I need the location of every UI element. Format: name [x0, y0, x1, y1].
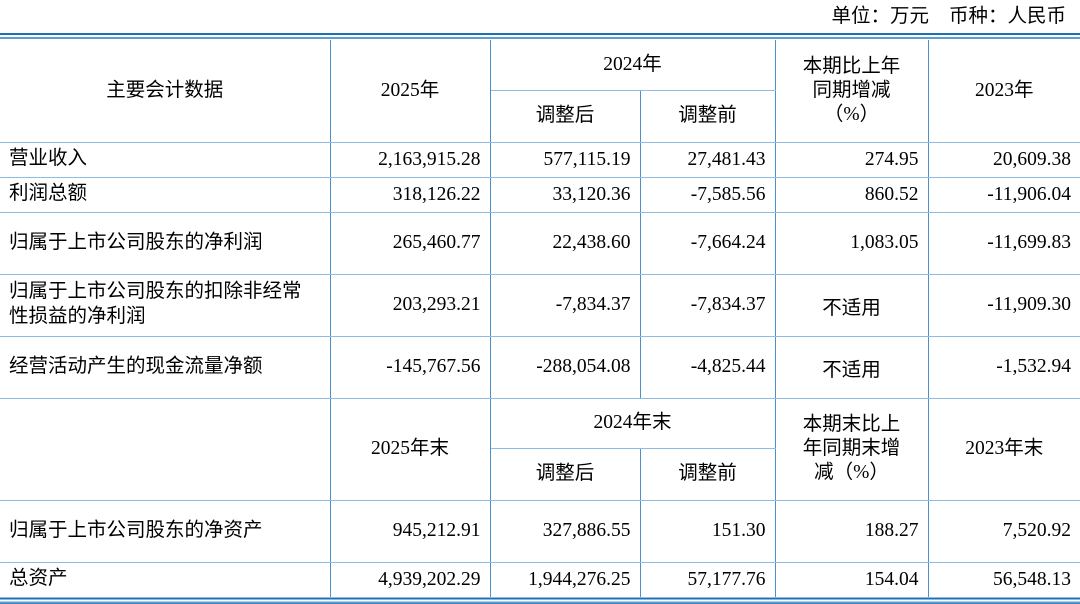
- header-cell-2024-group: 2024年: [489, 40, 776, 91]
- cell-2025-end: 945,212.91: [329, 499, 491, 563]
- header-cell-2023: 2023年: [927, 40, 1080, 143]
- header-cell-2024-end-unadjusted: 调整前: [639, 447, 776, 501]
- cell-2023: -11,906.04: [927, 176, 1080, 213]
- change-end-label-line1: 本期末比上: [802, 414, 901, 436]
- cell-2023: 20,609.38: [927, 141, 1080, 178]
- row-label: 营业收入: [0, 141, 331, 178]
- header-row-group-endperiod: 2025年末 2024年末 本期末比上 年同期末增 减（%） 2023年末: [0, 397, 1080, 501]
- table-row: 利润总额 318,126.22 33,120.36 -7,585.56 860.…: [0, 176, 1080, 213]
- row-label: 经营活动产生的现金流量净额: [0, 335, 331, 399]
- row-label: 归属于上市公司股东的净资产: [0, 499, 331, 563]
- table-row: 归属于上市公司股东的扣除非经常性损益的净利润 203,293.21 -7,834…: [0, 273, 1080, 337]
- unit-currency-note: 单位：万元 币种：人民币: [0, 0, 1080, 33]
- cell-2024-unadjusted: -4,825.44: [639, 335, 776, 399]
- table-row: 营业收入 2,163,915.28 577,115.19 27,481.43 2…: [0, 141, 1080, 178]
- change-label-line3: （%）: [823, 103, 880, 125]
- table-row: 归属于上市公司股东的净利润 265,460.77 22,438.60 -7,66…: [0, 211, 1080, 275]
- cell-2023-end: 56,548.13: [927, 561, 1080, 598]
- row-label: 归属于上市公司股东的扣除非经常性损益的净利润: [0, 273, 331, 337]
- header-cell-2024-end-adjusted: 调整后: [489, 447, 641, 501]
- table-row: 总资产 4,939,202.29 1,944,276.25 57,177.76 …: [0, 561, 1080, 598]
- header-cell-endperiod-blank: [0, 397, 331, 501]
- cell-2024-end-adjusted: 327,886.55: [489, 499, 641, 563]
- unit-label: 单位：万元: [831, 6, 929, 27]
- cell-2024-unadjusted: 27,481.43: [639, 141, 776, 178]
- cell-2023: -1,532.94: [927, 335, 1080, 399]
- cell-2024-end-unadjusted: 151.30: [639, 499, 776, 563]
- cell-2024-adjusted: 33,120.36: [489, 176, 641, 213]
- cell-2025: 203,293.21: [329, 273, 491, 337]
- cell-change-end: 154.04: [774, 561, 929, 598]
- cell-2024-end-adjusted: 1,944,276.25: [489, 561, 641, 598]
- cell-2024-unadjusted: -7,834.37: [639, 273, 776, 337]
- table-bottom-rule: [0, 597, 1080, 604]
- cell-2025-end: 4,939,202.29: [329, 561, 491, 598]
- header-cell-2024-unadjusted: 调整前: [639, 89, 776, 143]
- currency-label: 币种：人民币: [948, 6, 1066, 27]
- row-label: 归属于上市公司股东的净利润: [0, 211, 331, 275]
- header-cell-change-percent: 本期比上年 同期增减 （%）: [774, 40, 929, 143]
- cell-change: 不适用: [774, 335, 929, 399]
- header-cell-endperiod-change-percent: 本期末比上 年同期末增 减（%）: [774, 397, 929, 501]
- cell-change-end: 188.27: [774, 499, 929, 563]
- change-end-label-line2: 年同期末增: [802, 438, 901, 460]
- cell-change: 1,083.05: [774, 211, 929, 275]
- cell-2025: -145,767.56: [329, 335, 491, 399]
- table-bottom-rule-row: [0, 597, 1080, 604]
- header-row-subgroup: 调整后 调整前: [0, 89, 1080, 143]
- table-top-rule: [0, 33, 1080, 40]
- cell-2024-adjusted: -288,054.08: [489, 335, 641, 399]
- header-cell-2023-end: 2023年末: [927, 397, 1080, 501]
- cell-2024-unadjusted: -7,664.24: [639, 211, 776, 275]
- cell-change: 不适用: [774, 273, 929, 337]
- cell-2024-adjusted: -7,834.37: [489, 273, 641, 337]
- cell-2025: 318,126.22: [329, 176, 491, 213]
- row-label: 利润总额: [0, 176, 331, 213]
- change-label-line1: 本期比上年: [802, 56, 901, 78]
- cell-2024-adjusted: 22,438.60: [489, 211, 641, 275]
- change-end-label-line3: 减（%）: [814, 461, 889, 483]
- cell-2023: -11,909.30: [927, 273, 1080, 337]
- cell-2024-end-unadjusted: 57,177.76: [639, 561, 776, 598]
- row-label: 总资产: [0, 561, 331, 598]
- header-cell-2025-end: 2025年末: [329, 397, 491, 501]
- header-row-group: 主要会计数据 2025年 2024年 本期比上年 同期增减 （%） 2023年: [0, 40, 1080, 143]
- cell-2025: 265,460.77: [329, 211, 491, 275]
- header-cell-2025: 2025年: [329, 40, 491, 143]
- header-row-subgroup-endperiod: 调整后 调整前: [0, 447, 1080, 501]
- table-row: 归属于上市公司股东的净资产 945,212.91 327,886.55 151.…: [0, 499, 1080, 563]
- table-top-rule-row: [0, 33, 1080, 40]
- cell-2025: 2,163,915.28: [329, 141, 491, 178]
- change-label-line2: 同期增减: [812, 79, 891, 101]
- cell-2023-end: 7,520.92: [927, 499, 1080, 563]
- header-cell-2024-adjusted: 调整后: [489, 89, 641, 143]
- cell-2024-unadjusted: -7,585.56: [639, 176, 776, 213]
- cell-2024-adjusted: 577,115.19: [489, 141, 641, 178]
- cell-change: 860.52: [774, 176, 929, 213]
- header-cell-main-accounting-data: 主要会计数据: [0, 40, 331, 143]
- header-cell-2024-end-group: 2024年末: [489, 397, 776, 449]
- table-row: 经营活动产生的现金流量净额 -145,767.56 -288,054.08 -4…: [0, 335, 1080, 399]
- cell-change: 274.95: [774, 141, 929, 178]
- cell-2023: -11,699.83: [927, 211, 1080, 275]
- main-accounting-data-table: 主要会计数据 2025年 2024年 本期比上年 同期增减 （%） 2023年 …: [0, 33, 1080, 604]
